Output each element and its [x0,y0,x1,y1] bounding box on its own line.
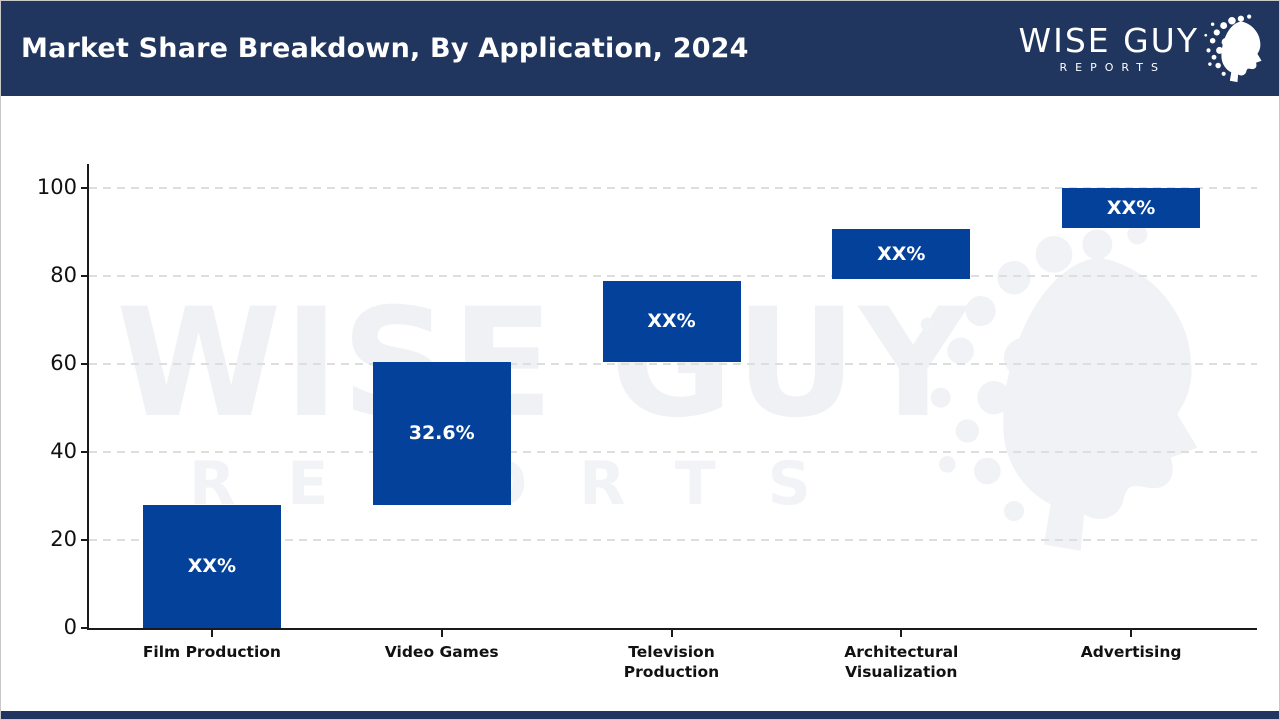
bar-film-production: XX% [142,504,281,628]
logo-head-icon [1204,14,1262,82]
x-tick-3 [900,630,903,637]
footer-bar [1,711,1279,719]
bar-architectural-visualization: XX% [832,229,971,280]
logo-text: WISE GUY REPORTS [1018,24,1199,74]
y-tick-40 [81,451,89,453]
header-bar: Market Share Breakdown, By Application, … [1,1,1279,96]
gridline-60 [89,363,1257,365]
y-tick-60 [81,363,89,365]
x-category-label: Advertising [1080,643,1182,661]
x-category-label: Film Production [142,643,281,661]
bar-value-label: XX% [877,243,926,266]
x-axis-line [87,628,1257,630]
bar-advertising: XX% [1062,188,1201,229]
bar-television-production: XX% [602,280,741,362]
x-tick-0 [210,630,213,637]
x-category-label: Architectural Visualization [844,643,959,682]
y-tick-label-80: 80 [50,263,77,287]
x-category-label: Television Production [623,643,720,682]
x-tick-2 [670,630,673,637]
gridline-20 [89,539,1257,541]
y-tick-20 [81,539,89,541]
y-axis-line [87,164,89,630]
bar-video-games: 32.6% [372,361,511,505]
x-category-label: Video Games [384,643,499,661]
y-tick-label-100: 100 [36,175,77,199]
y-tick-label-60: 60 [50,351,77,375]
x-tick-1 [440,630,443,637]
y-tick-0 [81,627,89,629]
bar-value-label: XX% [1106,197,1156,220]
wiseguy-logo: WISE GUY REPORTS [1018,10,1265,88]
gridline-100 [89,187,1257,189]
logo-brand-name: WISE GUY [1018,20,1199,60]
chart-title: Market Share Breakdown, By Application, … [21,33,749,64]
y-tick-label-20: 20 [50,527,77,551]
gridline-40 [89,451,1257,453]
gridline-80 [89,275,1257,277]
y-tick-80 [81,275,89,277]
bar-value-label: XX% [647,310,696,333]
bar-value-label: 32.6% [408,422,475,445]
bar-value-label: XX% [187,555,237,578]
y-tick-100 [81,187,89,189]
y-tick-label-0: 0 [63,615,77,639]
logo-brand-subtext: REPORTS [1059,60,1166,74]
y-tick-label-40: 40 [50,439,77,463]
x-tick-4 [1130,630,1133,637]
